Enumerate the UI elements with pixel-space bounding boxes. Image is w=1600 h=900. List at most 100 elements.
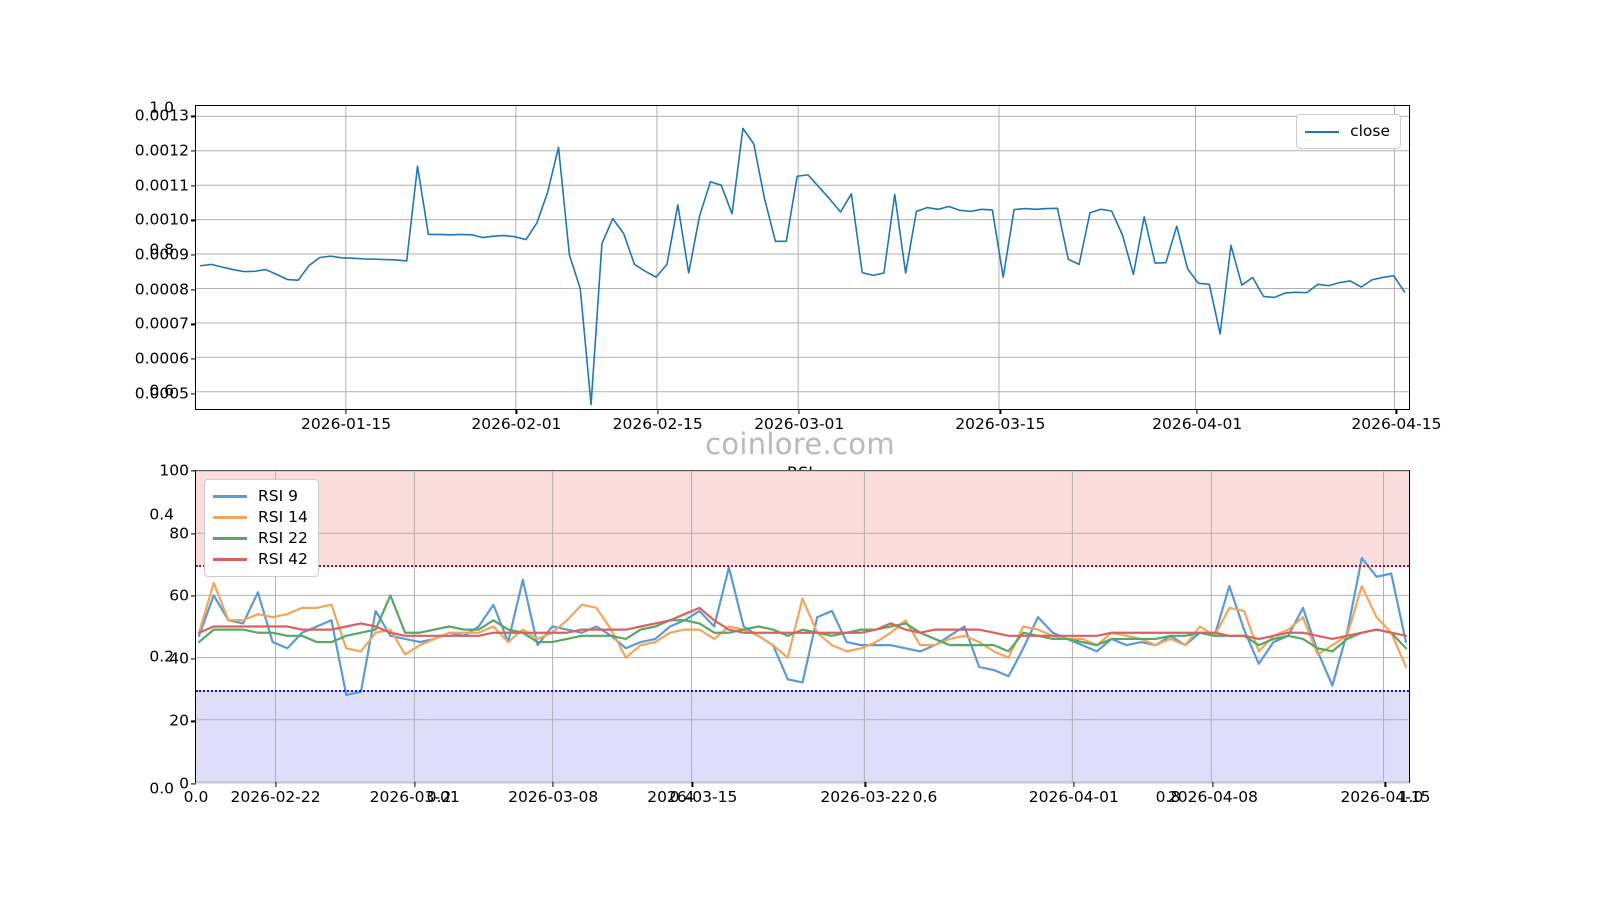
rsi-y-tick-mark: [191, 783, 196, 785]
price-x-tick-label: 2026-02-15: [612, 415, 703, 433]
rsi-secondary-x-tick-label: 0.0: [183, 788, 209, 806]
rsi-line-plot: [196, 471, 1409, 782]
price-y-tick-label: 0.0009: [134, 245, 189, 264]
legend-item-label: RSI 14: [258, 507, 308, 526]
legend-item-rsi-22[interactable]: RSI 22: [213, 528, 308, 549]
price-y-tick-mark: [191, 393, 196, 395]
rsi-x-tick-mark: [1384, 782, 1387, 787]
price-x-tick-label: 2026-01-15: [301, 415, 392, 433]
price-gridlines: [196, 106, 1409, 409]
rsi-secondary-x-tick-label: 0.8: [1155, 788, 1181, 806]
rsi-secondary-x-tick-label: 0.4: [669, 788, 695, 806]
price-y-tick-label: 0.0010: [134, 210, 189, 229]
price-secondary-y-tick-label: 0.6: [149, 381, 174, 400]
price-y-tick-mark: [191, 219, 196, 221]
rsi-x-tick-label: 2026-03-01: [369, 788, 460, 806]
price-y-tick-mark: [191, 358, 196, 360]
legend-line-swatch-icon: [213, 537, 247, 540]
rsi-x-tick-mark: [552, 782, 554, 787]
price-legend[interactable]: close: [1296, 114, 1401, 149]
rsi-secondary-x-tick-label: 1.0: [1398, 788, 1424, 806]
price-secondary-y-tick-label: 1.0: [149, 98, 174, 117]
rsi-y-tick-label: 80: [169, 523, 189, 542]
price-y-tick-mark: [191, 150, 196, 152]
price-x-tick-label: 2026-04-01: [1152, 415, 1243, 433]
legend-line-swatch-icon: [213, 516, 247, 519]
watermark: coinlore.com: [705, 427, 895, 461]
rsi-x-tick-mark: [414, 782, 416, 787]
price-x-tick-mark: [999, 409, 1001, 414]
rsi-y-tick-mark: [191, 533, 196, 535]
rsi-y-tick-mark: [191, 470, 196, 472]
legend-item-label: RSI 22: [258, 528, 308, 547]
rsi-oversold-zone: [196, 690, 1409, 784]
price-y-tick-mark: [191, 289, 196, 291]
rsi-x-tick-mark: [691, 782, 693, 787]
price-chart-axes: 0.0005 0.0006 0.0007 0.0008 0.0009 0.0010 0.00…: [135, 100, 1442, 432]
rsi-x-tick-label: 2026-04-01: [1028, 788, 1119, 806]
price-secondary-y-tick-label: 0.8: [149, 240, 174, 259]
price-y-tick-label: 0.0013: [134, 106, 189, 125]
legend-line-swatch-icon: [1305, 130, 1340, 133]
rsi-x-tick-label: 2026-03-08: [508, 788, 599, 806]
rsi-x-tick-label: 2026-04-15: [1340, 788, 1431, 806]
legend-item-label: RSI 9: [258, 486, 298, 505]
price-y-tick-mark: [191, 185, 196, 187]
legend-item-rsi-42[interactable]: RSI 42: [213, 549, 308, 570]
price-x-tick-mark: [1196, 409, 1198, 414]
legend-item-label: RSI 42: [258, 549, 308, 568]
price-y-tick-label: 0.0011: [134, 175, 189, 194]
price-y-tick-label: 0.0008: [134, 279, 189, 298]
rsi-y-tick-label: 0: [179, 774, 189, 793]
price-x-tick-label: 2026-03-01: [754, 415, 845, 433]
legend-item-rsi-9[interactable]: RSI 9: [213, 486, 308, 507]
rsi-x-tick-mark: [864, 782, 867, 787]
price-x-tick-mark: [1395, 409, 1397, 414]
price-x-tick-label: 2026-04-15: [1351, 415, 1442, 433]
rsi-oversold-threshold-line: [196, 690, 1409, 693]
rsi-overbought-zone: [196, 471, 1409, 565]
rsi-y-tick-label: 20: [169, 711, 189, 730]
rsi-x-tick-label: 2026-02-22: [230, 788, 321, 806]
price-line-plot: [196, 106, 1409, 409]
rsi-secondary-y-tick-label: 0.0: [149, 779, 174, 798]
rsi-x-tick-mark: [274, 782, 277, 787]
rsi-secondary-y-tick-label: 0.4: [149, 505, 174, 524]
rsi-y-tick-mark: [191, 595, 196, 597]
price-y-tick-label: 0.0012: [134, 141, 189, 160]
rsi-gridlines: [196, 471, 1409, 782]
rsi-y-tick-mark: [191, 720, 196, 722]
rsi-x-tick-mark: [1212, 782, 1214, 787]
rsi-chart-axes: 0 20 40 60 80 100 0.0 0.2 0.4 2026-02-22 2026-03…: [149, 463, 1430, 805]
price-x-tick-mark: [345, 409, 347, 414]
rsi-y-tick-label: 40: [169, 649, 189, 668]
price-y-tick-mark: [191, 115, 196, 117]
rsi-secondary-x-tick-label: 0.2: [426, 788, 452, 806]
rsi-x-tick-label: 2026-03-15: [647, 788, 738, 806]
rsi-overbought-threshold-line: [196, 564, 1409, 567]
rsi-y-tick-label: 100: [159, 461, 189, 480]
price-x-tick-mark: [515, 409, 517, 414]
rsi-y-tick-mark: [191, 658, 196, 660]
legend-item-close[interactable]: close: [1305, 121, 1390, 142]
price-x-tick-label: 2026-02-01: [471, 415, 562, 433]
price-y-tick-label: 0.0005: [134, 383, 189, 402]
rsi-secondary-x-tick-label: 0.6: [912, 788, 938, 806]
rsi-y-tick-label: 60: [169, 586, 189, 605]
price-y-tick-mark: [191, 254, 196, 256]
rsi-secondary-y-tick-label: 0.2: [149, 647, 174, 666]
price-x-tick-mark: [657, 409, 659, 414]
price-x-tick-mark: [798, 409, 800, 414]
rsi-x-tick-label: 2026-03-22: [820, 788, 911, 806]
price-y-tick-label: 0.0007: [134, 314, 189, 333]
rsi-x-tick-mark: [1073, 782, 1075, 787]
rsi-legend[interactable]: RSI 9 RSI 14 RSI 22 RSI 42: [204, 479, 319, 577]
legend-item-rsi-14[interactable]: RSI 14: [213, 507, 308, 528]
legend-line-swatch-icon: [213, 495, 247, 498]
price-y-tick-mark: [191, 323, 196, 325]
legend-line-swatch-icon: [213, 558, 247, 561]
legend-item-label: close: [1350, 121, 1390, 140]
rsi-x-tick-label: 2026-04-08: [1167, 788, 1258, 806]
price-x-tick-label: 2026-03-15: [955, 415, 1046, 433]
